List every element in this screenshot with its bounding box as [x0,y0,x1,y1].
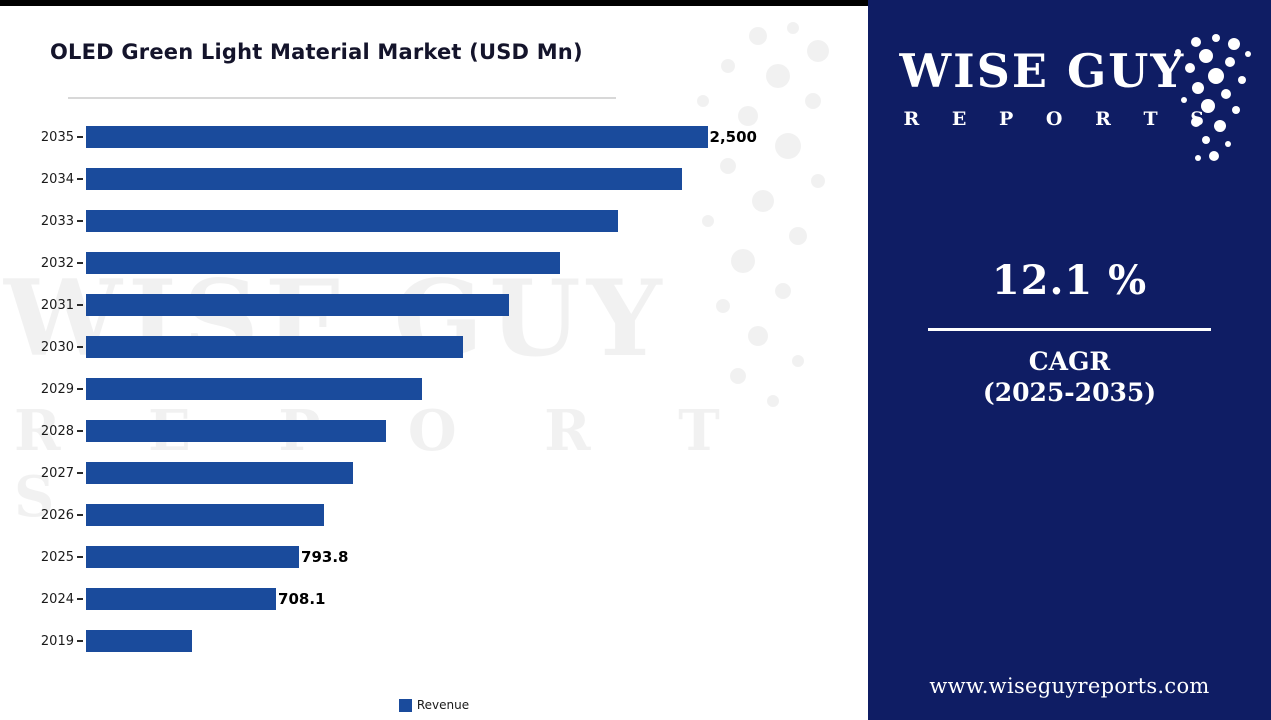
legend-label: Revenue [416,698,470,712]
bar-row: 2029 [0,368,868,410]
bar-row: 2035 2,500 [0,116,868,158]
bar-row: 2028 [0,410,868,452]
bar-track [86,504,757,526]
chart-title: OLED Green Light Material Market (USD Mn… [50,40,583,64]
y-tick-mark [77,262,83,264]
bar-track [86,420,757,442]
chart-pane: WISE GUY R E P O R T S OLED Green Light … [0,0,868,712]
y-tick-mark [77,220,83,222]
y-tick-mark [77,556,83,558]
y-tick-label: 2024 [40,591,74,607]
bar-track [86,462,757,484]
bar [86,504,325,526]
y-tick-mark [77,304,83,306]
bar-row: 2034 [0,158,868,200]
y-tick-mark [77,472,83,474]
chart-legend: Revenue [0,698,868,712]
logo-text-line1: WISE GUY [899,44,1186,98]
legend-swatch [398,698,412,712]
y-tick-mark [77,514,83,516]
bar-value-label: 2,500 [709,128,757,146]
bar-row: 2032 [0,242,868,284]
bar-track [86,252,757,274]
bar [86,168,682,190]
y-tick-mark [77,178,83,180]
y-tick-mark [77,430,83,432]
y-tick-mark [77,136,83,138]
bar [86,546,300,568]
y-tick-label: 2030 [40,339,74,355]
y-tick-mark [77,388,83,390]
y-tick-label: 2034 [40,171,74,187]
y-tick-mark [77,346,83,348]
bar [86,126,708,148]
y-tick-label: 2032 [40,255,74,271]
bar [86,294,509,316]
y-tick-label: 2026 [40,507,74,523]
bar-track: 708.1 [86,588,757,610]
bar-track [86,294,757,316]
bar-value-label: 793.8 [301,548,349,566]
wiseguy-logo: WISE GUY R E P O R T S [899,34,1251,169]
bar [86,336,464,358]
bar-track [86,336,757,358]
bar-plot: 2035 2,500 2034 2033 2032 2031 2030 2029 2028 202… [0,116,868,662]
logo-head-dots-icon [1174,34,1251,161]
bar-row: 2033 [0,200,868,242]
website-url: www.wiseguyreports.com [929,674,1210,698]
bar-track [86,210,757,232]
bar-track: 793.8 [86,546,757,568]
bar-track [86,168,757,190]
bar [86,210,618,232]
bar-track [86,378,757,400]
y-tick-label: 2031 [40,297,74,313]
logo-text-line2: R E P O R T S [903,108,1217,130]
bar [86,378,423,400]
sidebar: WISE GUY R E P O R T S 12.1 % CAGR (2025… [868,0,1271,720]
cagr-label: CAGR [1028,347,1111,376]
y-tick-label: 2035 [40,129,74,145]
cagr-value: 12.1 % [991,257,1148,304]
y-tick-label: 2019 [40,633,74,649]
cagr-period: (2025-2035) [982,378,1157,407]
bar [86,252,560,274]
bar-value-label: 708.1 [278,590,326,608]
cagr-divider [928,328,1211,331]
title-divider [68,97,616,99]
y-tick-mark [77,598,83,600]
bar [86,630,193,652]
bar-row: 2031 [0,284,868,326]
y-tick-label: 2025 [40,549,74,565]
bar-row: 2027 [0,452,868,494]
bar-row: 2024 708.1 [0,578,868,620]
y-tick-label: 2028 [40,423,74,439]
bar [86,420,387,442]
bar [86,588,277,610]
bar-row: 2019 [0,620,868,662]
bar-track [86,630,757,652]
y-tick-label: 2027 [40,465,74,481]
y-tick-label: 2033 [40,213,74,229]
bar-row: 2026 [0,494,868,536]
bar-row: 2025 793.8 [0,536,868,578]
bar-track: 2,500 [86,126,757,148]
bar-row: 2030 [0,326,868,368]
y-tick-mark [77,640,83,642]
y-tick-label: 2029 [40,381,74,397]
bar [86,462,354,484]
